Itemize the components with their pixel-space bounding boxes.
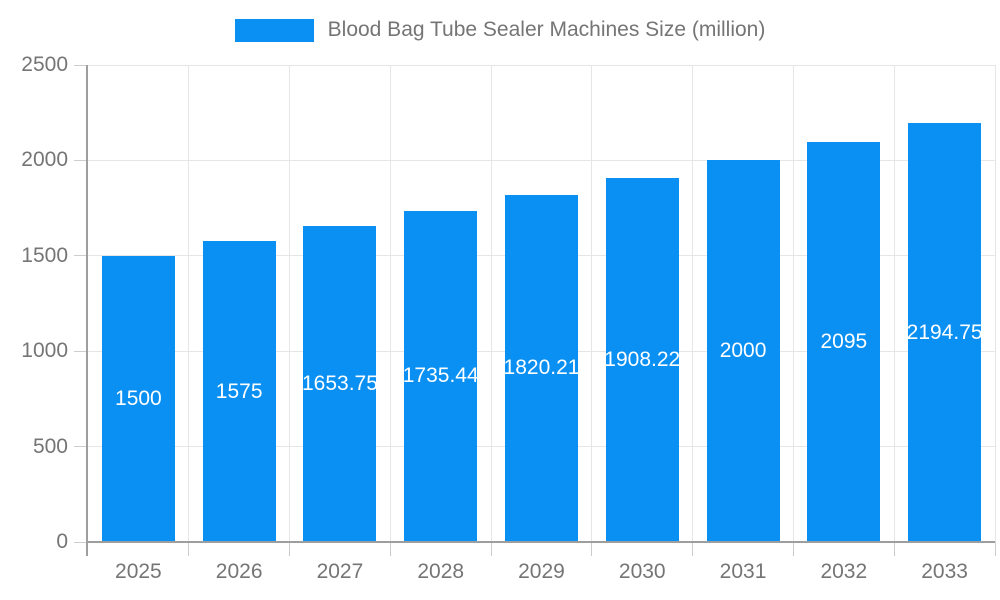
x-tick-label: 2029 bbox=[518, 560, 565, 583]
bar bbox=[706, 160, 780, 542]
bar-value-label: 1908.22 bbox=[604, 347, 681, 371]
gridline-vertical bbox=[289, 65, 291, 542]
legend-swatch bbox=[234, 18, 314, 42]
y-tick-label: 2500 bbox=[21, 53, 68, 76]
gridline-vertical bbox=[389, 65, 391, 542]
gridline-vertical bbox=[188, 65, 190, 542]
bar bbox=[101, 255, 175, 542]
x-tick-mark bbox=[692, 542, 694, 556]
gridline-vertical bbox=[591, 65, 593, 542]
y-tick-mark bbox=[74, 541, 88, 543]
bar bbox=[505, 194, 578, 542]
x-tick-mark bbox=[893, 542, 895, 556]
bar-value-label: 1735.44 bbox=[402, 364, 479, 388]
chart-legend: Blood Bag Tube Sealer Machines Size (mil… bbox=[0, 18, 1000, 42]
y-tick-label: 0 bbox=[56, 530, 68, 553]
y-tick-mark bbox=[74, 350, 88, 352]
x-tick-label: 2026 bbox=[215, 560, 263, 583]
gridline-vertical bbox=[692, 65, 694, 542]
bar bbox=[807, 142, 881, 542]
bar-value-label: 2194.75 bbox=[906, 320, 983, 344]
x-tick-mark bbox=[994, 542, 996, 556]
y-tick-mark bbox=[74, 159, 88, 161]
y-tick-label: 2000 bbox=[21, 148, 68, 172]
y-tick-mark bbox=[74, 64, 88, 66]
y-axis-line bbox=[86, 65, 88, 556]
x-tick-mark bbox=[289, 542, 291, 556]
x-tick-label: 2030 bbox=[618, 560, 666, 583]
y-tick-label: 500 bbox=[32, 434, 68, 458]
x-tick-mark bbox=[591, 542, 593, 556]
x-tick-mark bbox=[490, 542, 492, 556]
bar bbox=[908, 123, 982, 542]
x-tick-mark bbox=[188, 542, 190, 556]
bar-value-label: 2095 bbox=[820, 330, 868, 354]
y-tick-mark bbox=[74, 446, 88, 448]
gridline-vertical bbox=[792, 65, 794, 542]
y-tick-label: 1000 bbox=[21, 339, 68, 363]
gridline-vertical bbox=[490, 65, 492, 542]
gridline-vertical bbox=[893, 65, 895, 542]
x-tick-label: 2032 bbox=[820, 560, 868, 583]
bar-value-label: 2000 bbox=[719, 339, 767, 363]
y-tick-label: 1500 bbox=[21, 243, 68, 267]
bar-value-label: 1500 bbox=[115, 386, 162, 410]
y-tick-mark bbox=[74, 255, 88, 257]
x-tick-label: 2025 bbox=[115, 560, 162, 583]
x-tick-label: 2033 bbox=[921, 560, 968, 583]
bar-value-label: 1653.75 bbox=[301, 372, 378, 396]
bar bbox=[605, 177, 679, 542]
gridline-horizontal bbox=[88, 159, 995, 161]
bar-value-label: 1820.21 bbox=[503, 356, 580, 380]
bar bbox=[404, 210, 478, 542]
bar bbox=[202, 241, 276, 542]
bar-value-label: 1575 bbox=[215, 379, 263, 403]
x-tick-mark bbox=[792, 542, 794, 556]
gridline-horizontal bbox=[88, 64, 995, 66]
bar bbox=[303, 226, 377, 542]
x-tick-label: 2031 bbox=[719, 560, 767, 583]
x-tick-label: 2027 bbox=[316, 560, 364, 583]
x-axis-line bbox=[88, 541, 995, 543]
x-tick-mark bbox=[389, 542, 391, 556]
x-tick-label: 2028 bbox=[417, 560, 465, 583]
legend-label: Blood Bag Tube Sealer Machines Size (mil… bbox=[327, 18, 766, 41]
gridline-vertical bbox=[994, 65, 996, 542]
